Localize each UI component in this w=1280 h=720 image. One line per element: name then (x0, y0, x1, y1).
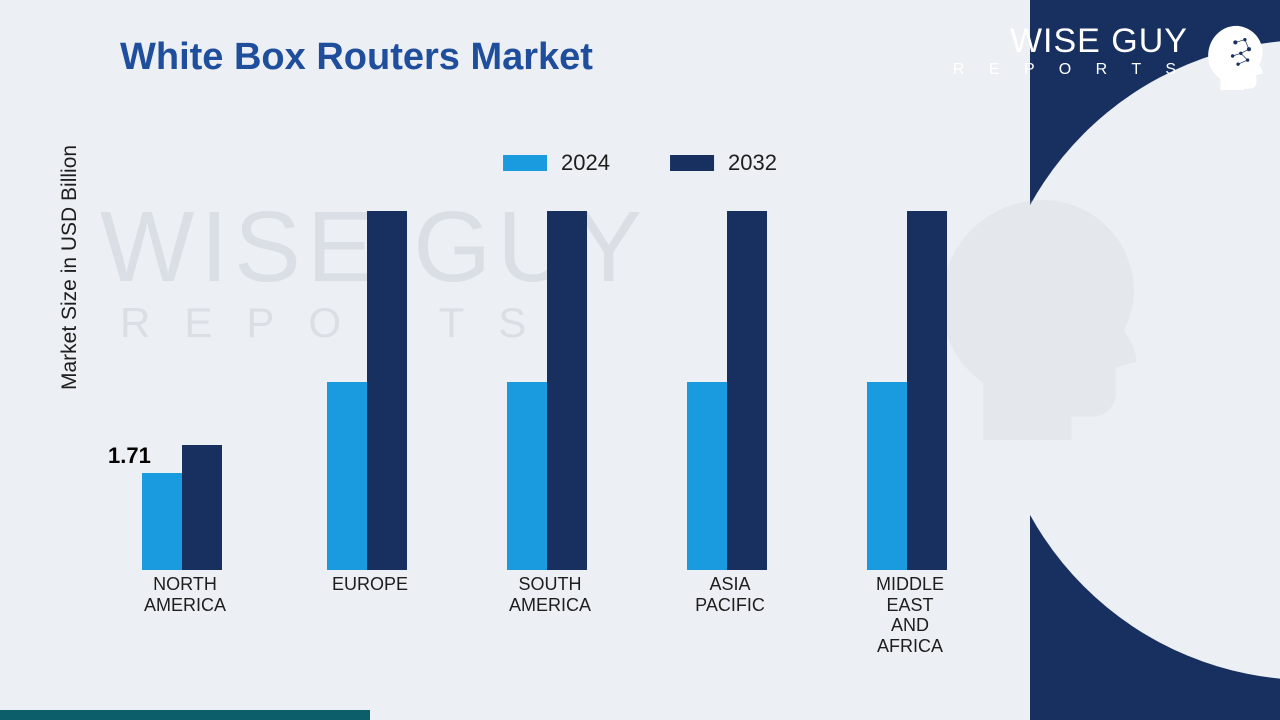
bar-2032 (727, 211, 767, 570)
brand-logo: WISE GUY R E P O R T S (953, 24, 1188, 78)
bar-2032 (367, 211, 407, 570)
bar-2032 (547, 211, 587, 570)
bar-2024 (507, 382, 547, 570)
bar-2032 (907, 211, 947, 570)
bar-2024 (327, 382, 367, 570)
logo-head-icon (1200, 22, 1268, 90)
legend-swatch-2024 (503, 155, 547, 171)
white-bulge (1030, 40, 1280, 680)
y-axis-label: Market Size in USD Billion (58, 145, 82, 390)
x-axis-label: NORTHAMERICA (120, 574, 250, 615)
bar-2024 (867, 382, 907, 570)
chart-title: White Box Routers Market (120, 36, 593, 79)
bar-group: EUROPE (305, 200, 435, 570)
bar-2024 (142, 473, 182, 570)
logo-line2: R E P O R T S (953, 62, 1186, 78)
chart-legend: 2024 2032 (503, 150, 777, 176)
legend-label-2024: 2024 (561, 150, 610, 176)
x-axis-label: EUROPE (305, 574, 435, 595)
bar-group: 1.71NORTHAMERICA (120, 200, 250, 570)
chart-plot-area: 1.71NORTHAMERICA EUROPE SOUTHAMERICA ASIAPA… (110, 200, 990, 570)
bulge-mask (1030, 0, 1280, 720)
legend-label-2032: 2032 (728, 150, 777, 176)
logo-line1: WISE GUY (953, 24, 1188, 58)
bar-group: ASIAPACIFIC (665, 200, 795, 570)
legend-item-2032: 2032 (670, 150, 777, 176)
footer-accent-bar (0, 710, 370, 720)
bar-value-label: 1.71 (108, 443, 151, 469)
bar-2032 (182, 445, 222, 570)
x-axis-label: SOUTHAMERICA (485, 574, 615, 615)
legend-swatch-2032 (670, 155, 714, 171)
bar-group: SOUTHAMERICA (485, 200, 615, 570)
x-axis-label: ASIAPACIFIC (665, 574, 795, 615)
infographic-stage: WISE GUY REPORTS White Box Routers Marke… (0, 0, 1280, 720)
legend-item-2024: 2024 (503, 150, 610, 176)
x-axis-label: MIDDLEEASTANDAFRICA (845, 574, 975, 657)
bar-2024 (687, 382, 727, 570)
bar-group: MIDDLEEASTANDAFRICA (845, 200, 975, 570)
